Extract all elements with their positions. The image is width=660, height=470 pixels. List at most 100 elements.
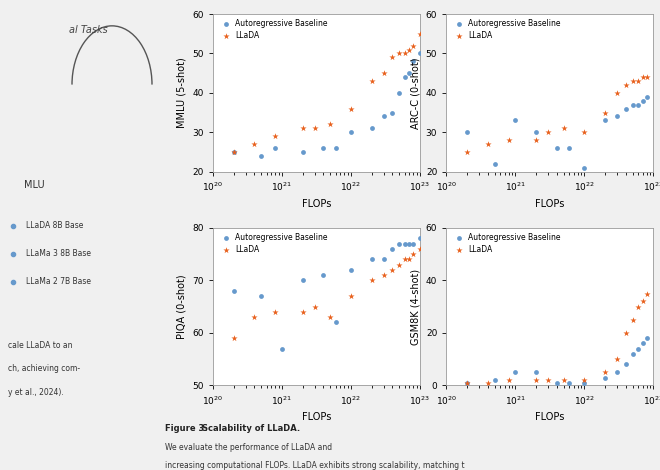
Autoregressive Baseline	[633, 345, 644, 352]
Text: increasing computational FLOPs. LLaDA exhibits strong scalability, matching t: increasing computational FLOPs. LLaDA ex…	[165, 461, 465, 470]
LLaDA	[408, 251, 418, 258]
Text: LLaMa 2 7B Base: LLaMa 2 7B Base	[26, 277, 90, 287]
LLaDA	[482, 379, 493, 386]
LLaDA	[543, 376, 554, 384]
Text: al Tasks: al Tasks	[69, 25, 108, 35]
Y-axis label: PIQA (0-shot): PIQA (0-shot)	[177, 274, 187, 339]
Text: cale LLaDA to an: cale LLaDA to an	[8, 341, 73, 350]
LLaDA	[394, 50, 405, 57]
Autoregressive Baseline	[404, 70, 414, 77]
LLaDA	[270, 133, 280, 140]
LLaDA	[612, 355, 622, 363]
Autoregressive Baseline	[612, 368, 622, 376]
LLaDA	[310, 303, 320, 311]
Autoregressive Baseline	[628, 101, 638, 109]
Autoregressive Baseline	[399, 240, 410, 248]
LLaDA	[298, 308, 308, 316]
LLaDA	[558, 376, 569, 384]
X-axis label: FLOPs: FLOPs	[535, 198, 564, 209]
Autoregressive Baseline	[408, 58, 418, 65]
LLaDA	[504, 136, 514, 144]
Autoregressive Baseline	[379, 113, 389, 120]
Text: ch, achieving com-: ch, achieving com-	[8, 364, 80, 373]
Autoregressive Baseline	[387, 245, 398, 253]
LLaDA	[642, 290, 652, 298]
Autoregressive Baseline	[228, 287, 239, 295]
Y-axis label: ARC-C (0-shot): ARC-C (0-shot)	[411, 57, 420, 129]
Text: y et al., 2024).: y et al., 2024).	[8, 388, 64, 397]
Legend: Autoregressive Baseline, LLaDA: Autoregressive Baseline, LLaDA	[450, 232, 562, 255]
Autoregressive Baseline	[579, 164, 589, 172]
Autoregressive Baseline	[277, 345, 287, 352]
Autoregressive Baseline	[394, 240, 405, 248]
Autoregressive Baseline	[366, 256, 377, 263]
Text: MLU: MLU	[24, 180, 45, 190]
Autoregressive Baseline	[552, 379, 562, 386]
Autoregressive Baseline	[600, 374, 611, 381]
LLaDA	[249, 313, 259, 321]
Autoregressive Baseline	[564, 144, 574, 152]
LLaDA	[408, 42, 418, 49]
LLaDA	[620, 329, 631, 337]
Legend: Autoregressive Baseline, LLaDA: Autoregressive Baseline, LLaDA	[216, 18, 329, 41]
Autoregressive Baseline	[346, 128, 356, 136]
Autoregressive Baseline	[399, 73, 410, 81]
LLaDA	[531, 376, 541, 384]
LLaDA	[346, 105, 356, 112]
LLaDA	[633, 303, 644, 311]
Autoregressive Baseline	[638, 97, 648, 104]
Autoregressive Baseline	[330, 144, 341, 152]
Autoregressive Baseline	[298, 148, 308, 156]
LLaDA	[579, 128, 589, 136]
X-axis label: FLOPs: FLOPs	[302, 412, 331, 423]
LLaDA	[387, 266, 398, 274]
Autoregressive Baseline	[600, 117, 611, 124]
X-axis label: FLOPs: FLOPs	[302, 198, 331, 209]
LLaDA	[620, 81, 631, 89]
LLaDA	[399, 256, 410, 263]
Autoregressive Baseline	[552, 144, 562, 152]
LLaDA	[579, 376, 589, 384]
Autoregressive Baseline	[318, 272, 329, 279]
Y-axis label: MMLU (5-shot): MMLU (5-shot)	[177, 57, 187, 128]
LLaDA	[628, 316, 638, 323]
Autoregressive Baseline	[510, 117, 521, 124]
Text: LLaDA 8B Base: LLaDA 8B Base	[26, 221, 83, 230]
LLaDA	[600, 368, 611, 376]
Y-axis label: GSM8K (4-shot): GSM8K (4-shot)	[411, 269, 420, 345]
Text: Figure 3.: Figure 3.	[165, 424, 211, 433]
Autoregressive Baseline	[414, 235, 425, 242]
Autoregressive Baseline	[270, 144, 280, 152]
LLaDA	[638, 73, 648, 81]
LLaDA	[366, 277, 377, 284]
Autoregressive Baseline	[628, 350, 638, 358]
LLaDA	[436, 14, 446, 22]
Autoregressive Baseline	[404, 240, 414, 248]
Autoregressive Baseline	[489, 160, 500, 167]
Autoregressive Baseline	[489, 376, 500, 384]
LLaDA	[387, 54, 398, 61]
LLaDA	[543, 128, 554, 136]
Autoregressive Baseline	[408, 240, 418, 248]
Autoregressive Baseline	[638, 340, 648, 347]
LLaDA	[531, 136, 541, 144]
X-axis label: FLOPs: FLOPs	[535, 412, 564, 423]
LLaDA	[612, 89, 622, 97]
LLaDA	[228, 148, 239, 156]
Autoregressive Baseline	[298, 277, 308, 284]
Legend: Autoregressive Baseline, LLaDA: Autoregressive Baseline, LLaDA	[216, 232, 329, 255]
Autoregressive Baseline	[256, 292, 267, 300]
Autoregressive Baseline	[620, 105, 631, 112]
Autoregressive Baseline	[228, 148, 239, 156]
LLaDA	[404, 46, 414, 53]
Autoregressive Baseline	[379, 256, 389, 263]
LLaDA	[642, 73, 652, 81]
LLaDA	[394, 261, 405, 268]
Autoregressive Baseline	[531, 128, 541, 136]
LLaDA	[404, 256, 414, 263]
Autoregressive Baseline	[318, 144, 329, 152]
Autoregressive Baseline	[642, 93, 652, 101]
Text: Scalability of LLaDA.: Scalability of LLaDA.	[203, 424, 300, 433]
Autoregressive Baseline	[510, 368, 521, 376]
Autoregressive Baseline	[620, 360, 631, 368]
